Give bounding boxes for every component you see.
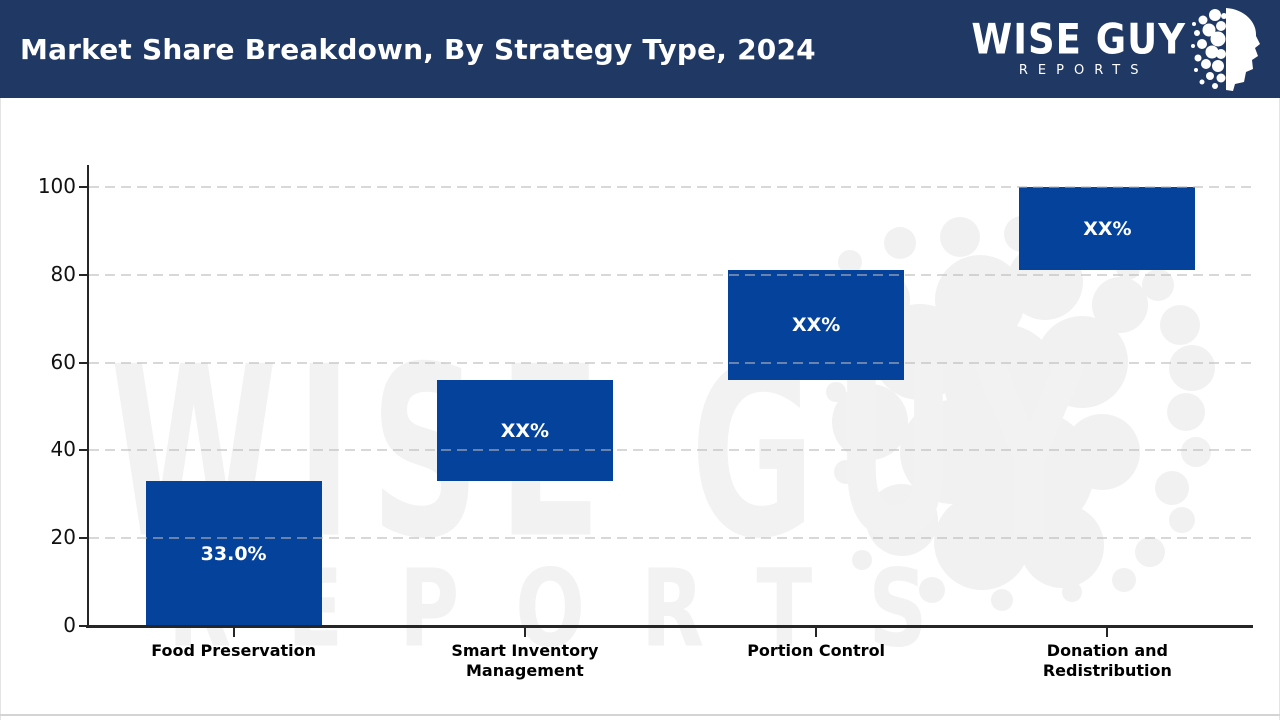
y-axis-tick-20	[79, 537, 87, 540]
logo-head-icon	[1191, 8, 1260, 91]
bar-value-label-portion-control: XX%	[791, 314, 841, 337]
x-axis-label-food-preservation: Food Preservation	[151, 641, 316, 660]
x-axis-tick-donation-and-redistribution	[1106, 628, 1109, 637]
x-axis-label-portion-control: Portion Control	[747, 641, 886, 660]
bar-food-preservation	[145, 481, 322, 626]
gridline-80	[89, 273, 1253, 276]
brand-wordmark: WISE GUY REPORTS	[971, 15, 1186, 78]
x-axis-label-smart-inventory-management: Smart Inventory Management	[451, 641, 599, 681]
x-axis-label-donation-and-redistribution: Donation and Redistribution	[1042, 641, 1172, 681]
gridline-40	[89, 449, 1253, 452]
bar-value-label-donation-and-redistribution: XX%	[1083, 217, 1132, 240]
y-axis-label-20: 20	[50, 525, 76, 550]
gridline-20	[89, 537, 1253, 540]
x-axis-tick-portion-control	[815, 628, 818, 637]
bar-value-label-smart-inventory-management: XX%	[500, 419, 550, 442]
y-axis-label-40: 40	[50, 437, 76, 462]
gridline-100	[89, 186, 1253, 188]
brand-logo: WISE GUY REPORTS	[971, 6, 1262, 92]
gridline-60	[89, 361, 1253, 364]
y-axis-tick-80	[79, 273, 87, 276]
bar-value-label-food-preservation: 33.0%	[200, 542, 267, 565]
brand-subname: REPORTS	[1018, 63, 1149, 78]
y-axis-label-100: 100	[37, 174, 76, 198]
x-axis-line	[86, 625, 1253, 628]
x-axis-tick-smart-inventory-management	[523, 628, 526, 637]
y-axis-tick-40	[79, 449, 87, 452]
header: Market Share Breakdown, By Strategy Type…	[0, 0, 1280, 98]
y-axis-label-60: 60	[50, 349, 76, 374]
bar-smart-inventory-management	[436, 380, 613, 482]
page-title: Market Share Breakdown, By Strategy Type…	[20, 32, 816, 66]
y-axis-tick-100	[79, 186, 87, 188]
y-axis-tick-60	[79, 361, 87, 364]
y-axis-label-80: 80	[50, 261, 76, 286]
bottom-border-line	[0, 714, 1280, 716]
x-axis-tick-food-preservation	[232, 628, 235, 637]
bar-donation-and-redistribution	[1019, 187, 1196, 271]
y-axis-label-0: 0	[63, 613, 76, 637]
y-axis-tick-0	[79, 625, 87, 627]
y-axis-line	[87, 165, 89, 628]
brand-name: WISE GUY	[971, 15, 1186, 64]
